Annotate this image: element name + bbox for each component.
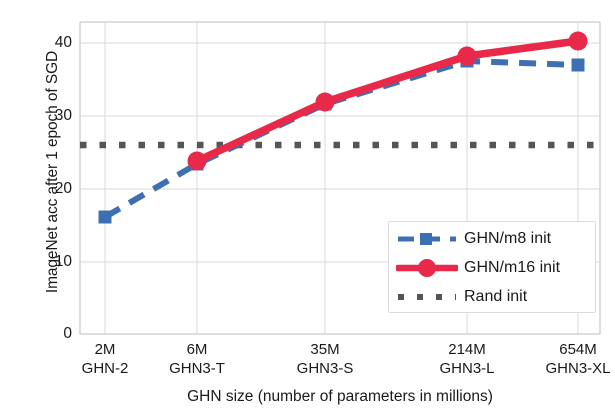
legend-item-rand-init[interactable]: Rand init	[389, 282, 597, 311]
x-axis-tick-3: 214M GHN3-L	[439, 340, 494, 378]
horizontal-gridlines	[80, 42, 600, 263]
y-axis-tick-20: 20	[54, 180, 72, 197]
x-tick-top-3: 214M	[448, 341, 486, 358]
x-tick-top-4: 654M	[559, 341, 597, 358]
x-tick-bottom-1: GHN3-T	[169, 360, 225, 377]
series-ghn-m16-init	[187, 31, 588, 171]
legend-item-ghn-m8-init[interactable]: GHN/m8 init	[389, 224, 597, 253]
x-tick-bottom-4: GHN3-XL	[545, 360, 611, 377]
legend-label-rand-init: Rand init	[464, 287, 528, 305]
legend-key-dotted-square-gray	[396, 284, 458, 310]
x-tick-top-0: 2M	[94, 341, 116, 358]
y-axis-tick-30: 30	[54, 107, 72, 124]
x-axis-tick-4: 654M GHN3-XL	[545, 340, 610, 378]
x-tick-bottom-2: GHN3-S	[296, 360, 354, 377]
x-tick-bottom-3: GHN3-L	[439, 360, 495, 377]
x-axis-label: GHN size (number of parameters in millio…	[187, 388, 493, 405]
legend-label-ghn-m8-init: GHN/m8 init	[464, 229, 552, 247]
y-axis-tick-group: 40 30 20 10 0	[40, 0, 72, 416]
x-axis-tick-1: 6M GHN3-T	[169, 340, 225, 378]
legend-key-dashed-square-blue	[396, 226, 458, 252]
x-axis-tick-2: 35M GHN3-S	[297, 340, 354, 378]
y-axis-tick-40: 40	[54, 34, 72, 51]
legend-key-solid-circle-red	[394, 255, 460, 281]
x-tick-top-2: 35M	[310, 341, 340, 358]
legend: GHN/m8 init GHN/m16 init Rand init	[388, 221, 596, 313]
x-tick-bottom-0: GHN-2	[81, 360, 129, 377]
x-tick-top-1: 6M	[186, 341, 208, 358]
y-axis-tick-10: 10	[54, 253, 72, 270]
legend-label-ghn-m16-init: GHN/m16 init	[464, 258, 561, 276]
y-axis-tick-0: 0	[63, 325, 72, 342]
x-axis-tick-0: 2M GHN-2	[82, 340, 129, 378]
legend-item-ghn-m16-init[interactable]: GHN/m16 init	[389, 253, 597, 282]
